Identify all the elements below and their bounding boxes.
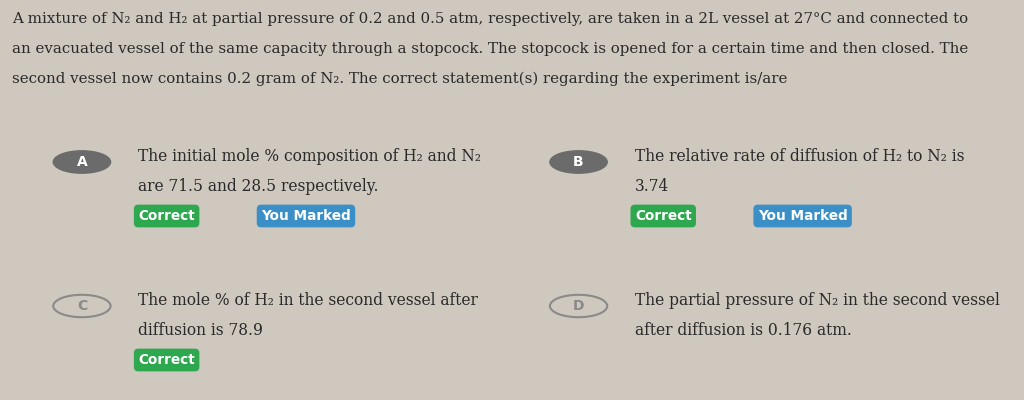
Text: second vessel now contains 0.2 gram of N₂. The correct statement(s) regarding th: second vessel now contains 0.2 gram of N… <box>12 72 787 86</box>
Circle shape <box>550 151 607 173</box>
Text: C: C <box>77 299 87 313</box>
Text: diffusion is 78.9: diffusion is 78.9 <box>138 322 263 339</box>
Text: B: B <box>573 155 584 169</box>
Text: The initial mole % composition of H₂ and N₂: The initial mole % composition of H₂ and… <box>138 148 481 165</box>
Text: Correct: Correct <box>138 209 195 223</box>
Text: The mole % of H₂ in the second vessel after: The mole % of H₂ in the second vessel af… <box>138 292 478 309</box>
Text: The partial pressure of N₂ in the second vessel: The partial pressure of N₂ in the second… <box>635 292 999 309</box>
Text: an evacuated vessel of the same capacity through a stopcock. The stopcock is ope: an evacuated vessel of the same capacity… <box>12 42 969 56</box>
Text: The relative rate of diffusion of H₂ to N₂ is: The relative rate of diffusion of H₂ to … <box>635 148 965 165</box>
Text: A mixture of N₂ and H₂ at partial pressure of 0.2 and 0.5 atm, respectively, are: A mixture of N₂ and H₂ at partial pressu… <box>12 12 969 26</box>
Text: You Marked: You Marked <box>261 209 351 223</box>
Circle shape <box>53 151 111 173</box>
Text: You Marked: You Marked <box>758 209 848 223</box>
Text: Correct: Correct <box>635 209 691 223</box>
Text: Correct: Correct <box>138 353 195 367</box>
Text: after diffusion is 0.176 atm.: after diffusion is 0.176 atm. <box>635 322 852 339</box>
Text: A: A <box>77 155 87 169</box>
Text: are 71.5 and 28.5 respectively.: are 71.5 and 28.5 respectively. <box>138 178 379 195</box>
Text: D: D <box>572 299 585 313</box>
Text: 3.74: 3.74 <box>635 178 669 195</box>
